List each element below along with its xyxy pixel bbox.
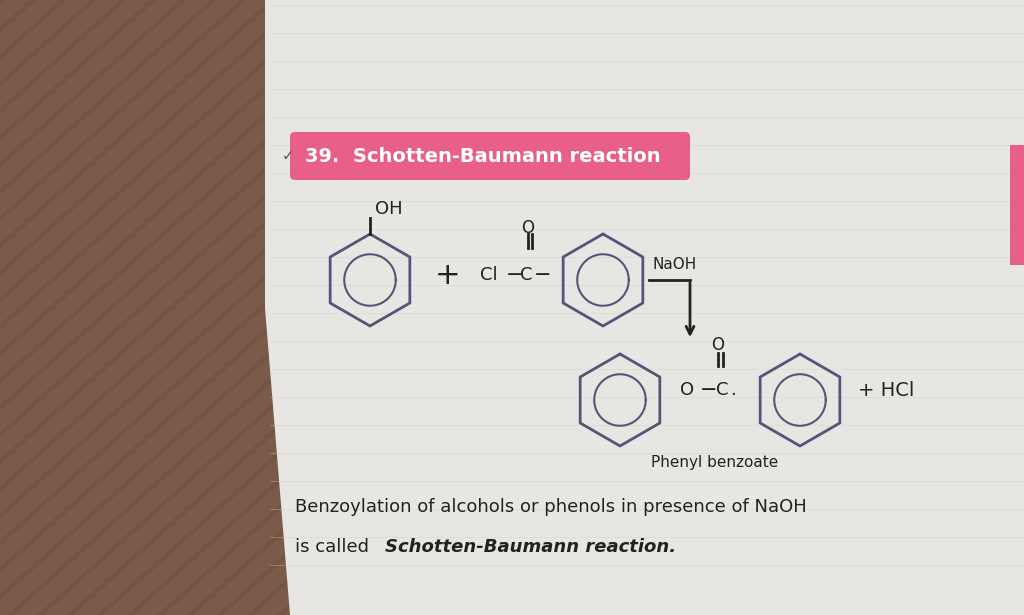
Text: O: O [712, 336, 725, 354]
Text: O: O [521, 219, 535, 237]
Text: O: O [680, 381, 694, 399]
Text: Schotten-Baumann reaction.: Schotten-Baumann reaction. [385, 538, 676, 556]
Text: +: + [435, 261, 461, 290]
Text: C: C [716, 381, 728, 399]
Text: + HCl: + HCl [858, 381, 914, 400]
Text: C: C [520, 266, 532, 284]
Text: −: − [506, 265, 523, 285]
Text: OH: OH [375, 200, 402, 218]
Bar [1010, 145, 1024, 265]
Text: Cl: Cl [480, 266, 498, 284]
Text: Phenyl benzoate: Phenyl benzoate [651, 454, 778, 469]
Text: −: − [534, 265, 552, 285]
Text: .: . [730, 381, 736, 399]
Text: 39.  Schotten-Baumann reaction: 39. Schotten-Baumann reaction [305, 146, 660, 165]
Text: is called: is called [295, 538, 375, 556]
FancyBboxPatch shape [290, 132, 690, 180]
Polygon shape [265, 0, 1024, 615]
Text: NaOH: NaOH [653, 257, 697, 272]
Text: ✓: ✓ [282, 148, 295, 164]
Text: Benzoylation of alcohols or phenols in presence of NaOH: Benzoylation of alcohols or phenols in p… [295, 498, 807, 516]
Text: −: − [700, 380, 718, 400]
